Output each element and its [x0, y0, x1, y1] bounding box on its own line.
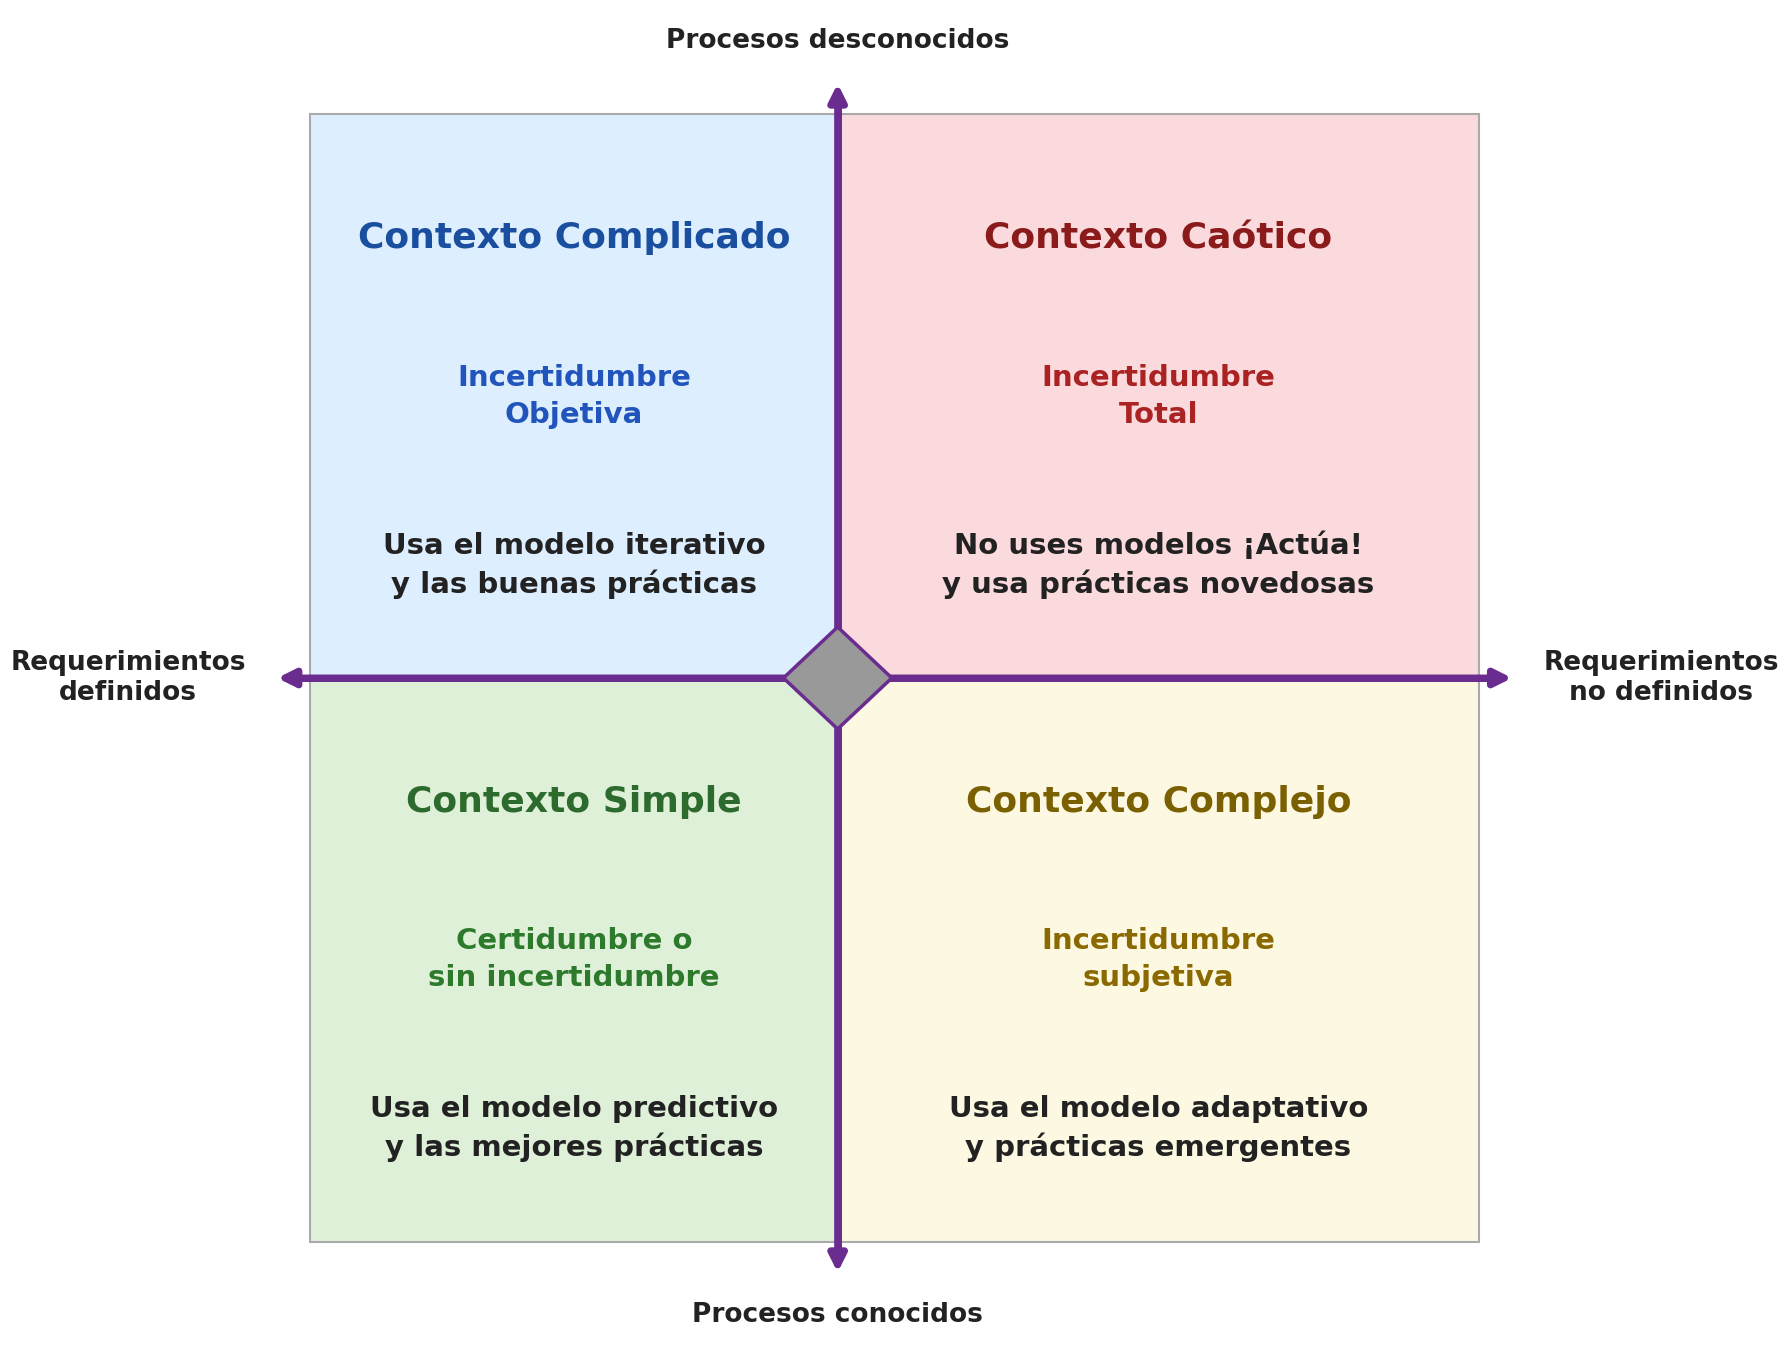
Text: Incertidumbre
Total: Incertidumbre Total: [1041, 363, 1275, 428]
Text: Contexto Caótico: Contexto Caótico: [984, 221, 1332, 255]
Text: Incertidumbre
subjetiva: Incertidumbre subjetiva: [1041, 928, 1275, 993]
Bar: [311, 678, 838, 1242]
Text: No uses modelos ¡Actúa!
y usa prácticas novedosas: No uses modelos ¡Actúa! y usa prácticas …: [943, 532, 1375, 599]
Text: Usa el modelo iterativo
y las buenas prácticas: Usa el modelo iterativo y las buenas prá…: [382, 532, 764, 599]
Bar: [838, 678, 1479, 1242]
Text: Procesos desconocidos: Procesos desconocidos: [666, 28, 1009, 54]
Bar: [311, 114, 838, 678]
Text: Procesos conocidos: Procesos conocidos: [693, 1302, 982, 1328]
Text: Certidumbre o
sin incertidumbre: Certidumbre o sin incertidumbre: [429, 928, 720, 993]
Polygon shape: [784, 626, 891, 730]
Text: Contexto Simple: Contexto Simple: [405, 785, 741, 819]
Text: Usa el modelo adaptativo
y prácticas emergentes: Usa el modelo adaptativo y prácticas eme…: [948, 1096, 1368, 1162]
Text: Usa el modelo predictivo
y las mejores prácticas: Usa el modelo predictivo y las mejores p…: [370, 1096, 779, 1162]
Bar: [838, 114, 1479, 678]
Text: Requerimientos
definidos: Requerimientos definidos: [11, 650, 246, 706]
Text: Contexto Complejo: Contexto Complejo: [966, 785, 1352, 819]
Text: Incertidumbre
Objetiva: Incertidumbre Objetiva: [457, 363, 691, 428]
Text: Contexto Complicado: Contexto Complicado: [357, 221, 789, 255]
Text: Requerimientos
no definidos: Requerimientos no definidos: [1543, 650, 1779, 706]
